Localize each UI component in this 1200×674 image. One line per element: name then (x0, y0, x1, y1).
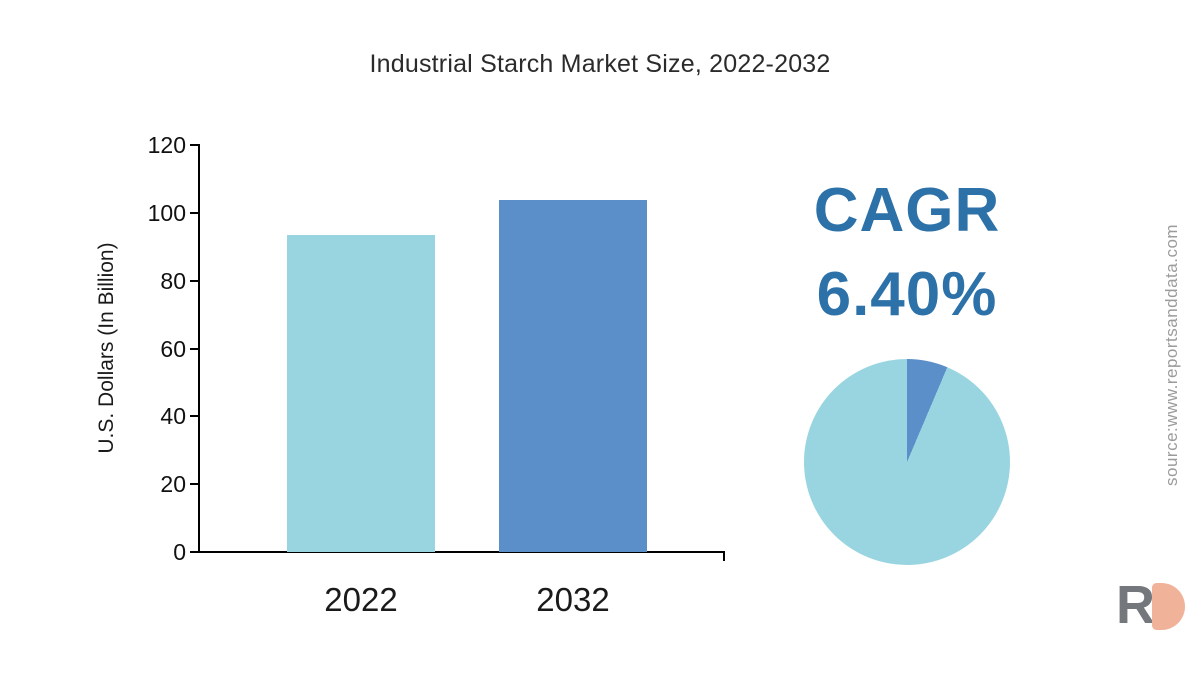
cagr-label: CAGR (813, 176, 1001, 245)
x-category-label: 2032 (536, 581, 610, 618)
y-tick-label: 40 (160, 403, 186, 430)
y-tick (190, 144, 200, 146)
y-tick (190, 551, 200, 553)
bar-2022 (287, 234, 435, 552)
bar-2032 (499, 199, 647, 552)
y-axis-label: U.S. Dollars (In Billion) (95, 242, 118, 454)
x-axis-end-tick (723, 551, 725, 561)
source-note: source:www.reportsanddata.com (1162, 223, 1181, 487)
bar-plot: 0 20 40 60 80 100 120 2022 2032 (148, 132, 723, 618)
x-axis-line (198, 551, 725, 553)
y-tick-label: 20 (160, 471, 186, 498)
y-tick-label: 120 (147, 132, 186, 158)
y-tick (190, 279, 200, 282)
y-tick-label: 80 (160, 267, 186, 294)
y-tick (190, 415, 200, 418)
cagr-value: 6.40% (816, 260, 998, 329)
y-tick (190, 211, 200, 214)
pie-chart (804, 359, 1010, 565)
x-category-label: 2022 (324, 581, 398, 618)
y-tick-label: 100 (147, 199, 186, 226)
y-tick-label: 60 (160, 335, 186, 362)
chart-title: Industrial Starch Market Size, 2022-2032 (369, 50, 831, 78)
y-tick (190, 347, 200, 350)
logo-letter-r: R (1116, 575, 1155, 635)
brand-logo: R (1116, 575, 1185, 635)
logo-d-icon (1152, 583, 1185, 630)
y-tick (190, 483, 200, 486)
y-tick-label: 0 (173, 539, 186, 565)
